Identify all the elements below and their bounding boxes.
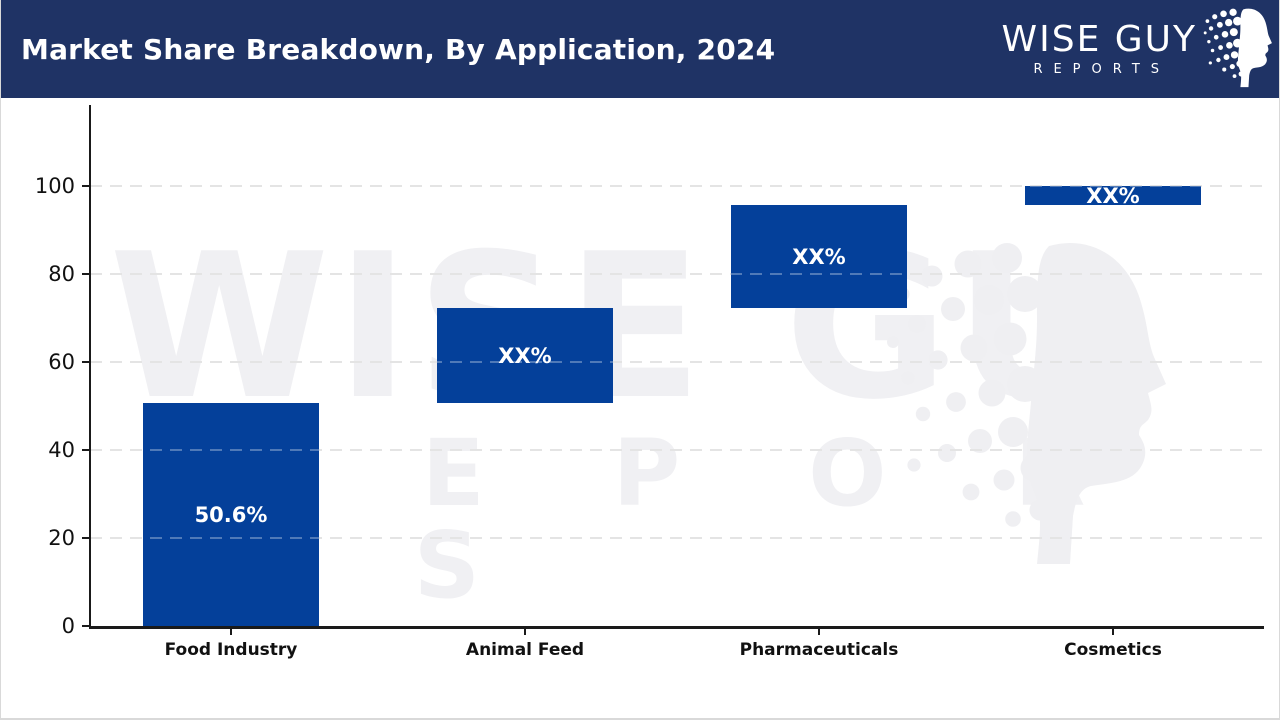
bars-layer: 50.6% XX% XX% XX%	[1, 98, 1279, 718]
bar-value-label: XX%	[1086, 183, 1140, 208]
gridline-40	[90, 449, 1263, 451]
x-axis-label-food-industry: Food Industry	[164, 640, 298, 660]
gridlines	[1, 98, 1279, 718]
gridline-40	[90, 449, 1263, 451]
gridline-20	[90, 537, 1263, 539]
brand-tagline: REPORTS	[1033, 61, 1171, 77]
axes-layer	[1, 98, 1279, 718]
y-tick-label: 0	[61, 614, 75, 638]
face-profile	[1237, 8, 1272, 88]
gridline-20	[90, 537, 1263, 539]
gridline-100	[90, 185, 1263, 187]
y-axis	[89, 105, 91, 628]
wiseguy-face-icon	[1203, 8, 1272, 88]
y-tick-mark	[82, 449, 90, 451]
y-tick-mark	[82, 537, 90, 539]
bar-food-industry: 50.6%	[143, 403, 319, 626]
bar-value-label: XX%	[792, 244, 846, 269]
brand-name: WISE GUY	[1001, 18, 1197, 60]
gridlines-overlay	[1, 98, 1279, 718]
x-axis-label-animal-feed: Animal Feed	[465, 640, 585, 660]
x-axis-label-cosmetics: Cosmetics	[1064, 640, 1162, 660]
y-tick-label: 100	[34, 174, 75, 198]
y-tick-mark	[82, 361, 90, 363]
y-tick-mark	[82, 273, 90, 275]
y-tick-mark	[82, 625, 90, 627]
chart-title: Market Share Breakdown, By Application, …	[21, 32, 776, 66]
chart-area: WISE GU R E P O R T S 50.6% XX% XX% XX%	[1, 98, 1279, 718]
x-axis-label-pharmaceuticals: Pharmaceuticals	[739, 640, 899, 660]
y-tick-label: 60	[48, 350, 75, 374]
gridline-80	[90, 273, 1263, 275]
gridline-80	[90, 273, 1263, 275]
bar-value-label: XX%	[498, 343, 552, 368]
bar-cosmetics: XX%	[1025, 183, 1201, 208]
y-tick-mark	[82, 185, 90, 187]
brand-logo: WISE GUY REPORTS	[1002, 5, 1280, 93]
y-tick-label: 40	[48, 438, 75, 462]
gridline-60	[90, 361, 1263, 363]
y-tick-label: 20	[48, 526, 75, 550]
x-tick-mark	[1112, 628, 1114, 635]
header: Market Share Breakdown, By Application, …	[1, 0, 1279, 98]
bar-pharmaceuticals: XX%	[731, 205, 907, 309]
gridline-100	[90, 185, 1263, 187]
x-tick-mark	[230, 628, 232, 635]
face-dots	[1203, 8, 1244, 79]
x-tick-mark	[818, 628, 820, 635]
labels-layer: 0 20 40 60 80 100 Food Industry Animal Feed Phar…	[1, 98, 1279, 718]
brand-text: WISE GUY REPORTS	[1001, 18, 1198, 77]
y-tick-label: 80	[48, 262, 75, 286]
x-tick-mark	[524, 628, 526, 635]
x-axis	[89, 626, 1264, 629]
bar-animal-feed: XX%	[437, 308, 613, 404]
bar-value-label: 50.6%	[194, 502, 268, 527]
gridline-60	[90, 361, 1263, 363]
